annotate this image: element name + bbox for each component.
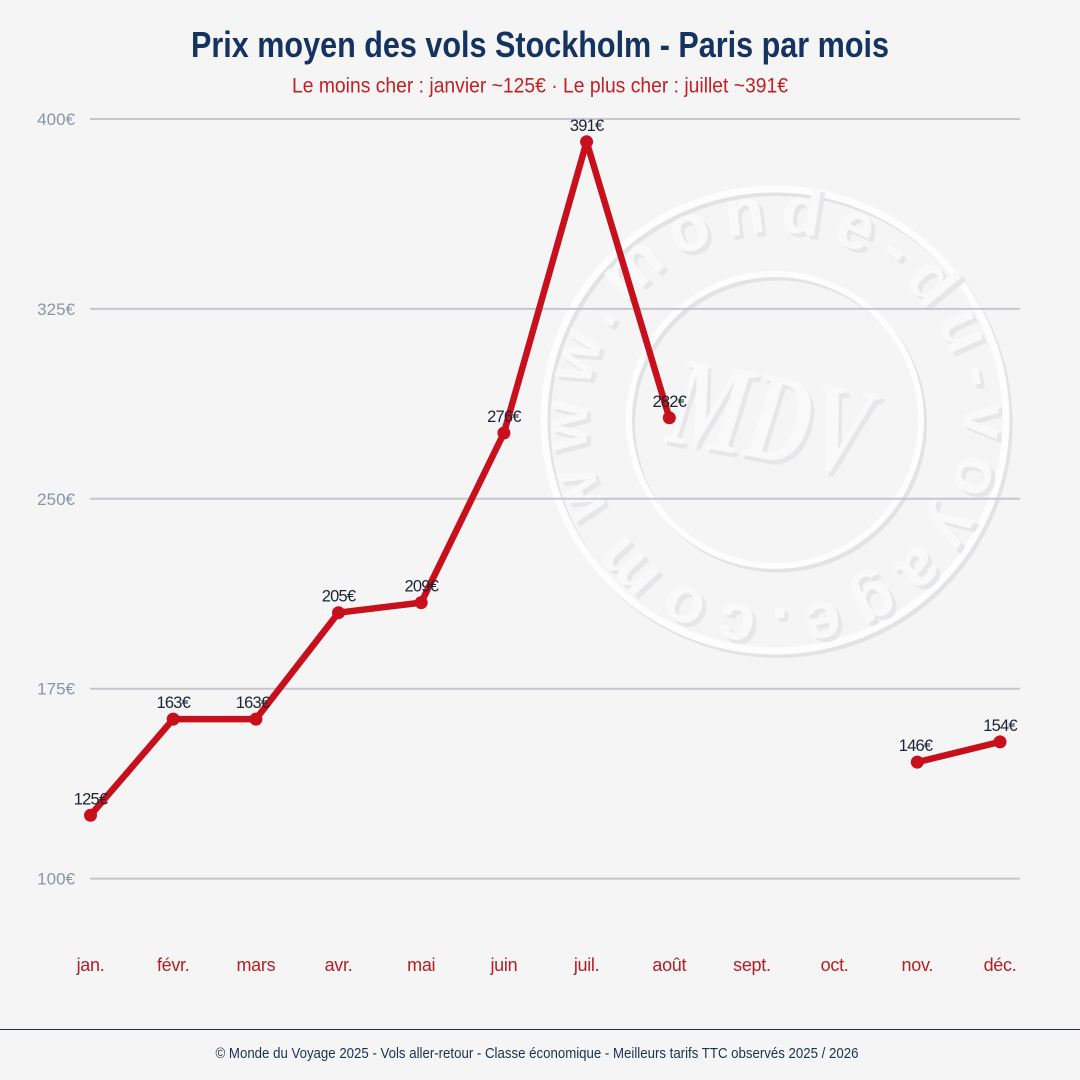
svg-text:mars: mars [236,955,275,975]
svg-text:juin: juin [489,955,517,975]
svg-text:125€: 125€ [74,790,108,808]
svg-text:175€: 175€ [37,680,75,699]
svg-text:100€: 100€ [37,870,75,889]
svg-text:154€: 154€ [983,717,1017,735]
svg-text:325€: 325€ [37,300,75,319]
svg-text:205€: 205€ [322,588,356,606]
svg-text:mai: mai [407,955,435,975]
svg-text:209€: 209€ [404,578,438,596]
svg-text:276€: 276€ [487,408,521,426]
svg-text:© Monde du Voyage 2025 - Vols: © Monde du Voyage 2025 - Vols aller-reto… [216,1045,859,1062]
svg-text:juil.: juil. [573,955,600,975]
svg-text:déc.: déc. [984,955,1017,975]
svg-text:Le moins cher : janvier ~125€: Le moins cher : janvier ~125€ · Le plus … [292,75,788,98]
svg-text:févr.: févr. [157,955,190,975]
svg-text:282€: 282€ [653,393,687,411]
svg-text:400€: 400€ [37,110,75,129]
svg-text:août: août [652,955,686,975]
svg-text:146€: 146€ [899,737,933,755]
svg-text:163€: 163€ [236,694,270,712]
svg-text:nov.: nov. [902,955,934,975]
svg-text:250€: 250€ [37,490,75,509]
svg-text:sept.: sept. [733,955,771,975]
svg-text:avr.: avr. [325,955,353,975]
svg-text:Prix moyen des vols Stockholm: Prix moyen des vols Stockholm - Paris pa… [191,24,889,65]
svg-text:163€: 163€ [156,694,190,712]
svg-text:jan.: jan. [76,955,105,975]
svg-text:oct.: oct. [821,955,849,975]
svg-text:391€: 391€ [570,117,604,135]
